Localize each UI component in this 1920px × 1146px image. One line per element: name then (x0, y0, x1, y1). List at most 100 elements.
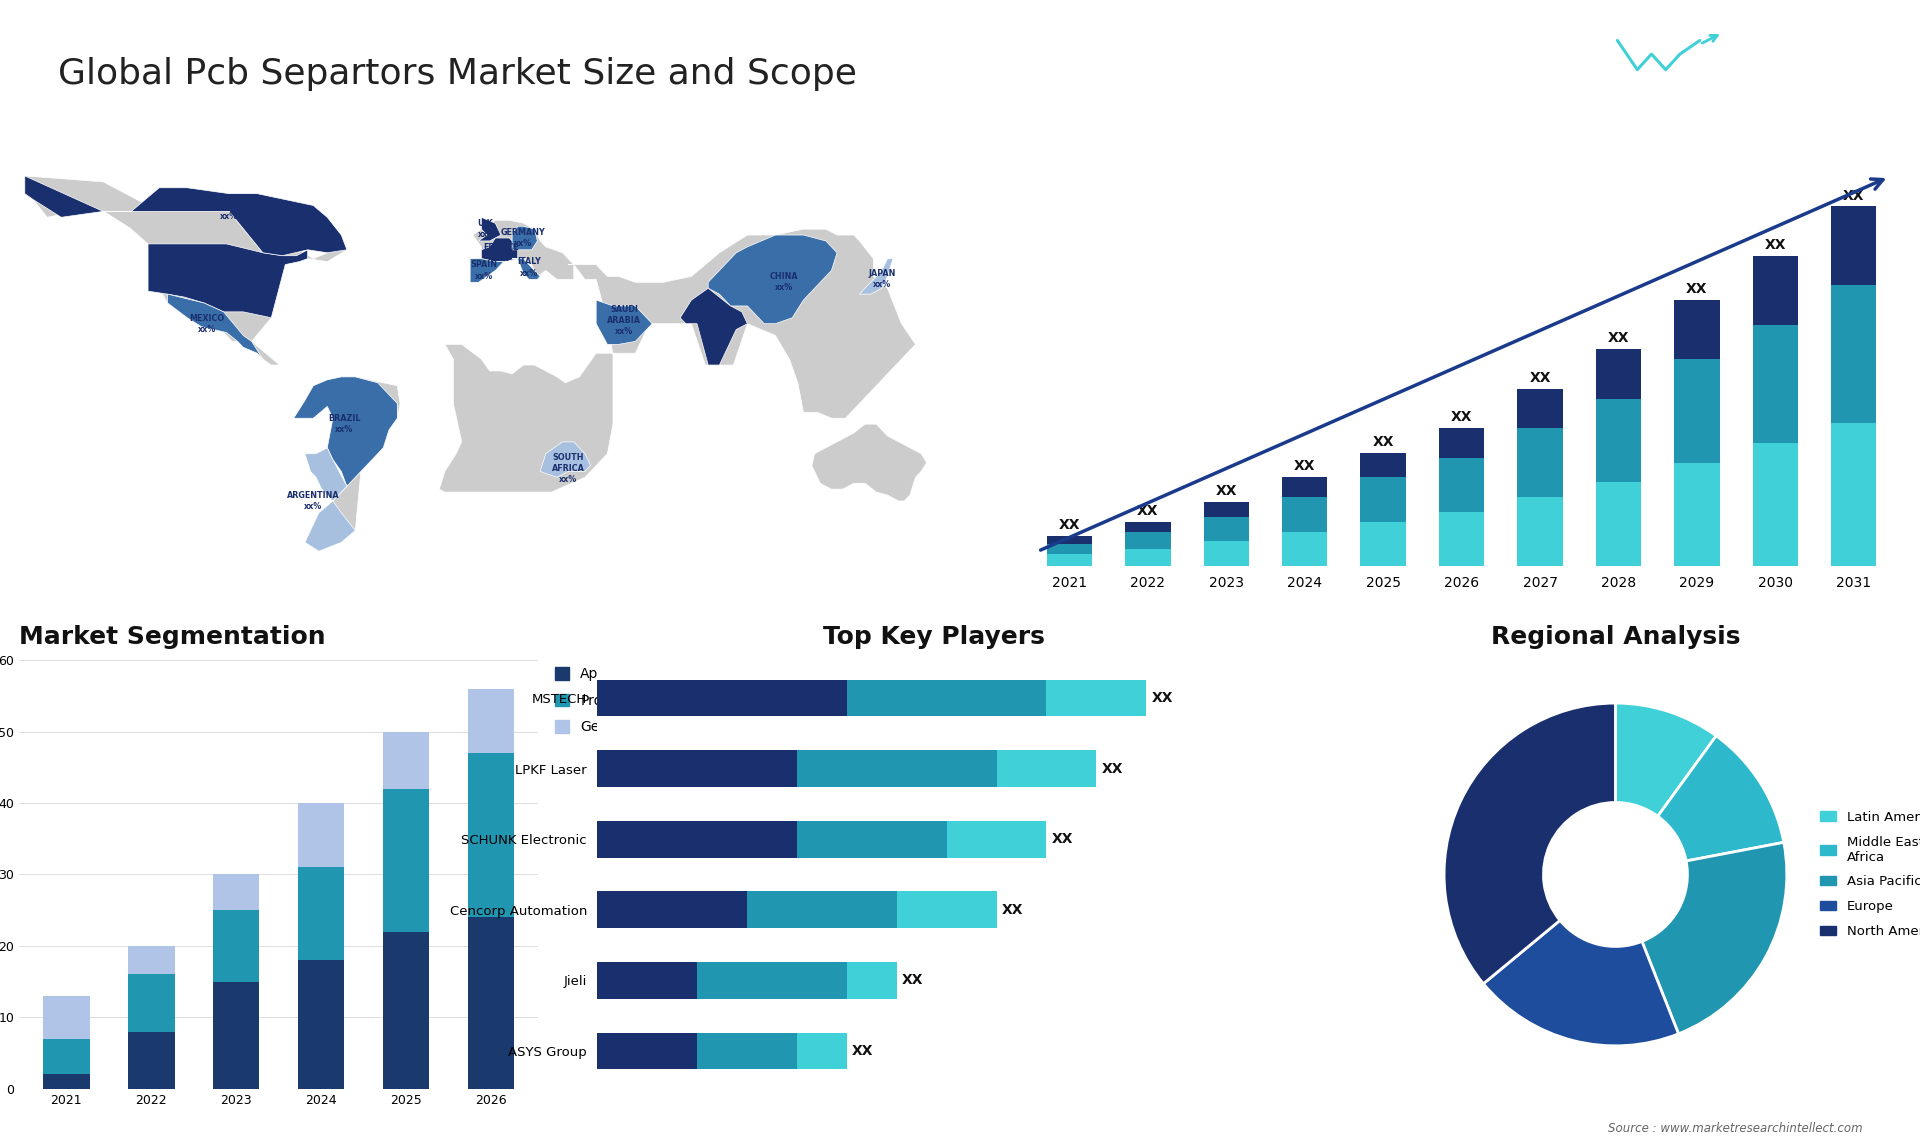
Bar (1753, 442, 1797, 566)
Polygon shape (271, 353, 399, 551)
Wedge shape (1444, 704, 1615, 983)
Polygon shape (482, 238, 518, 261)
Text: XX: XX (852, 1044, 874, 1058)
Text: CHINA
xx%: CHINA xx% (770, 273, 799, 292)
Polygon shape (708, 235, 837, 323)
Bar (382, 932, 430, 1089)
Polygon shape (680, 289, 747, 366)
Bar (597, 1033, 697, 1069)
Bar (298, 868, 344, 960)
Polygon shape (25, 176, 348, 366)
Bar (42, 1038, 90, 1075)
Bar (1361, 478, 1405, 521)
Polygon shape (167, 295, 263, 359)
Bar (1283, 478, 1327, 497)
Wedge shape (1484, 920, 1678, 1046)
Text: SOUTH
AFRICA
xx%: SOUTH AFRICA xx% (551, 453, 584, 484)
Bar (897, 892, 996, 928)
Bar (213, 982, 259, 1089)
Text: ARGENTINA
xx%: ARGENTINA xx% (286, 490, 340, 511)
Text: BRAZIL
xx%: BRAZIL xx% (328, 414, 361, 434)
Bar (1596, 350, 1642, 399)
Text: SAUDI
ARABIA
xx%: SAUDI ARABIA xx% (607, 305, 641, 336)
Text: XX: XX (1137, 504, 1158, 518)
Text: GERMANY
xx%: GERMANY xx% (501, 228, 545, 248)
Bar (42, 996, 90, 1038)
Bar (468, 917, 515, 1089)
Text: XX: XX (1102, 762, 1123, 776)
Bar (129, 974, 175, 1031)
Bar (697, 961, 847, 998)
Bar (382, 788, 430, 932)
Bar (597, 680, 847, 716)
Text: U.S.
xx%: U.S. xx% (205, 266, 225, 286)
Bar (1361, 521, 1405, 566)
Text: MARKET: MARKET (1740, 41, 1788, 52)
Bar (382, 731, 430, 788)
Text: XX: XX (1528, 371, 1551, 385)
Polygon shape (440, 344, 622, 492)
Bar (996, 751, 1096, 787)
Bar (1046, 554, 1092, 566)
Legend: Application, Product, Geography: Application, Product, Geography (555, 667, 659, 735)
Bar (1283, 497, 1327, 532)
Polygon shape (104, 188, 348, 256)
Bar (847, 680, 1046, 716)
Text: RESEARCH: RESEARCH (1740, 64, 1801, 74)
Text: XX: XX (1215, 484, 1236, 499)
Text: XX: XX (1373, 434, 1394, 449)
Legend: Latin America, Middle East &
Africa, Asia Pacific, Europe, North America: Latin America, Middle East & Africa, Asi… (1814, 806, 1920, 943)
Polygon shape (812, 424, 927, 501)
Bar (797, 821, 947, 857)
Bar (1832, 285, 1876, 423)
Bar (298, 803, 344, 868)
Title: Top Key Players: Top Key Players (824, 625, 1044, 649)
Polygon shape (467, 220, 574, 282)
Text: XX: XX (1294, 460, 1315, 473)
Bar (1438, 429, 1484, 457)
Bar (1753, 256, 1797, 324)
Polygon shape (860, 259, 893, 295)
Polygon shape (568, 229, 916, 418)
Bar (1125, 532, 1171, 549)
Bar (1832, 206, 1876, 285)
Bar (1204, 541, 1250, 566)
Text: INTELLECT: INTELLECT (1740, 88, 1801, 99)
Polygon shape (513, 259, 540, 280)
Bar (1046, 680, 1146, 716)
Bar (1046, 544, 1092, 554)
Text: XX: XX (1052, 832, 1073, 846)
Bar (298, 960, 344, 1089)
Polygon shape (294, 377, 397, 486)
Text: XX: XX (1843, 189, 1864, 203)
Text: INDIA
xx%: INDIA xx% (701, 322, 726, 343)
Text: MEXICO
xx%: MEXICO xx% (190, 314, 225, 333)
Polygon shape (513, 226, 538, 250)
Bar (213, 910, 259, 982)
Wedge shape (1657, 736, 1784, 861)
Bar (1596, 482, 1642, 566)
Text: SPAIN
xx%: SPAIN xx% (470, 260, 497, 281)
Text: ITALY
xx%: ITALY xx% (516, 258, 541, 277)
Text: Market Segmentation: Market Segmentation (19, 625, 326, 649)
Bar (597, 961, 697, 998)
Text: XX: XX (1764, 237, 1786, 252)
Text: XX: XX (1002, 903, 1023, 917)
Bar (1596, 399, 1642, 482)
Bar (1438, 512, 1484, 566)
Text: Source : www.marketresearchintellect.com: Source : www.marketresearchintellect.com (1607, 1122, 1862, 1135)
Bar (1753, 324, 1797, 442)
Bar (597, 892, 747, 928)
Bar (597, 751, 797, 787)
Title: Regional Analysis: Regional Analysis (1490, 625, 1740, 649)
Bar (1283, 532, 1327, 566)
Bar (947, 821, 1046, 857)
Bar (1517, 497, 1563, 566)
Bar (597, 821, 797, 857)
Bar (797, 751, 996, 787)
Text: XX: XX (1686, 282, 1707, 296)
Bar (468, 689, 515, 753)
Text: Global Pcb Separtors Market Size and Scope: Global Pcb Separtors Market Size and Sco… (58, 57, 856, 92)
Text: JAPAN
xx%: JAPAN xx% (868, 269, 895, 290)
Bar (1674, 463, 1720, 566)
